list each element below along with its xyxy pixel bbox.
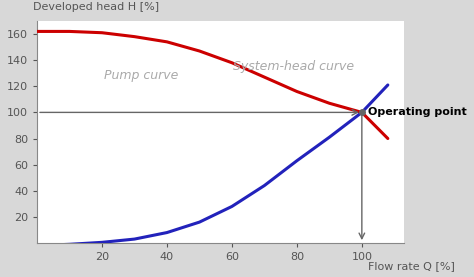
Text: Pump curve: Pump curve [104, 69, 178, 82]
X-axis label: Flow rate Q [%]: Flow rate Q [%] [368, 261, 455, 271]
Text: System-head curve: System-head curve [233, 60, 354, 73]
Text: Operating point: Operating point [368, 107, 467, 117]
Y-axis label: Developed head H [%]: Developed head H [%] [34, 2, 160, 12]
